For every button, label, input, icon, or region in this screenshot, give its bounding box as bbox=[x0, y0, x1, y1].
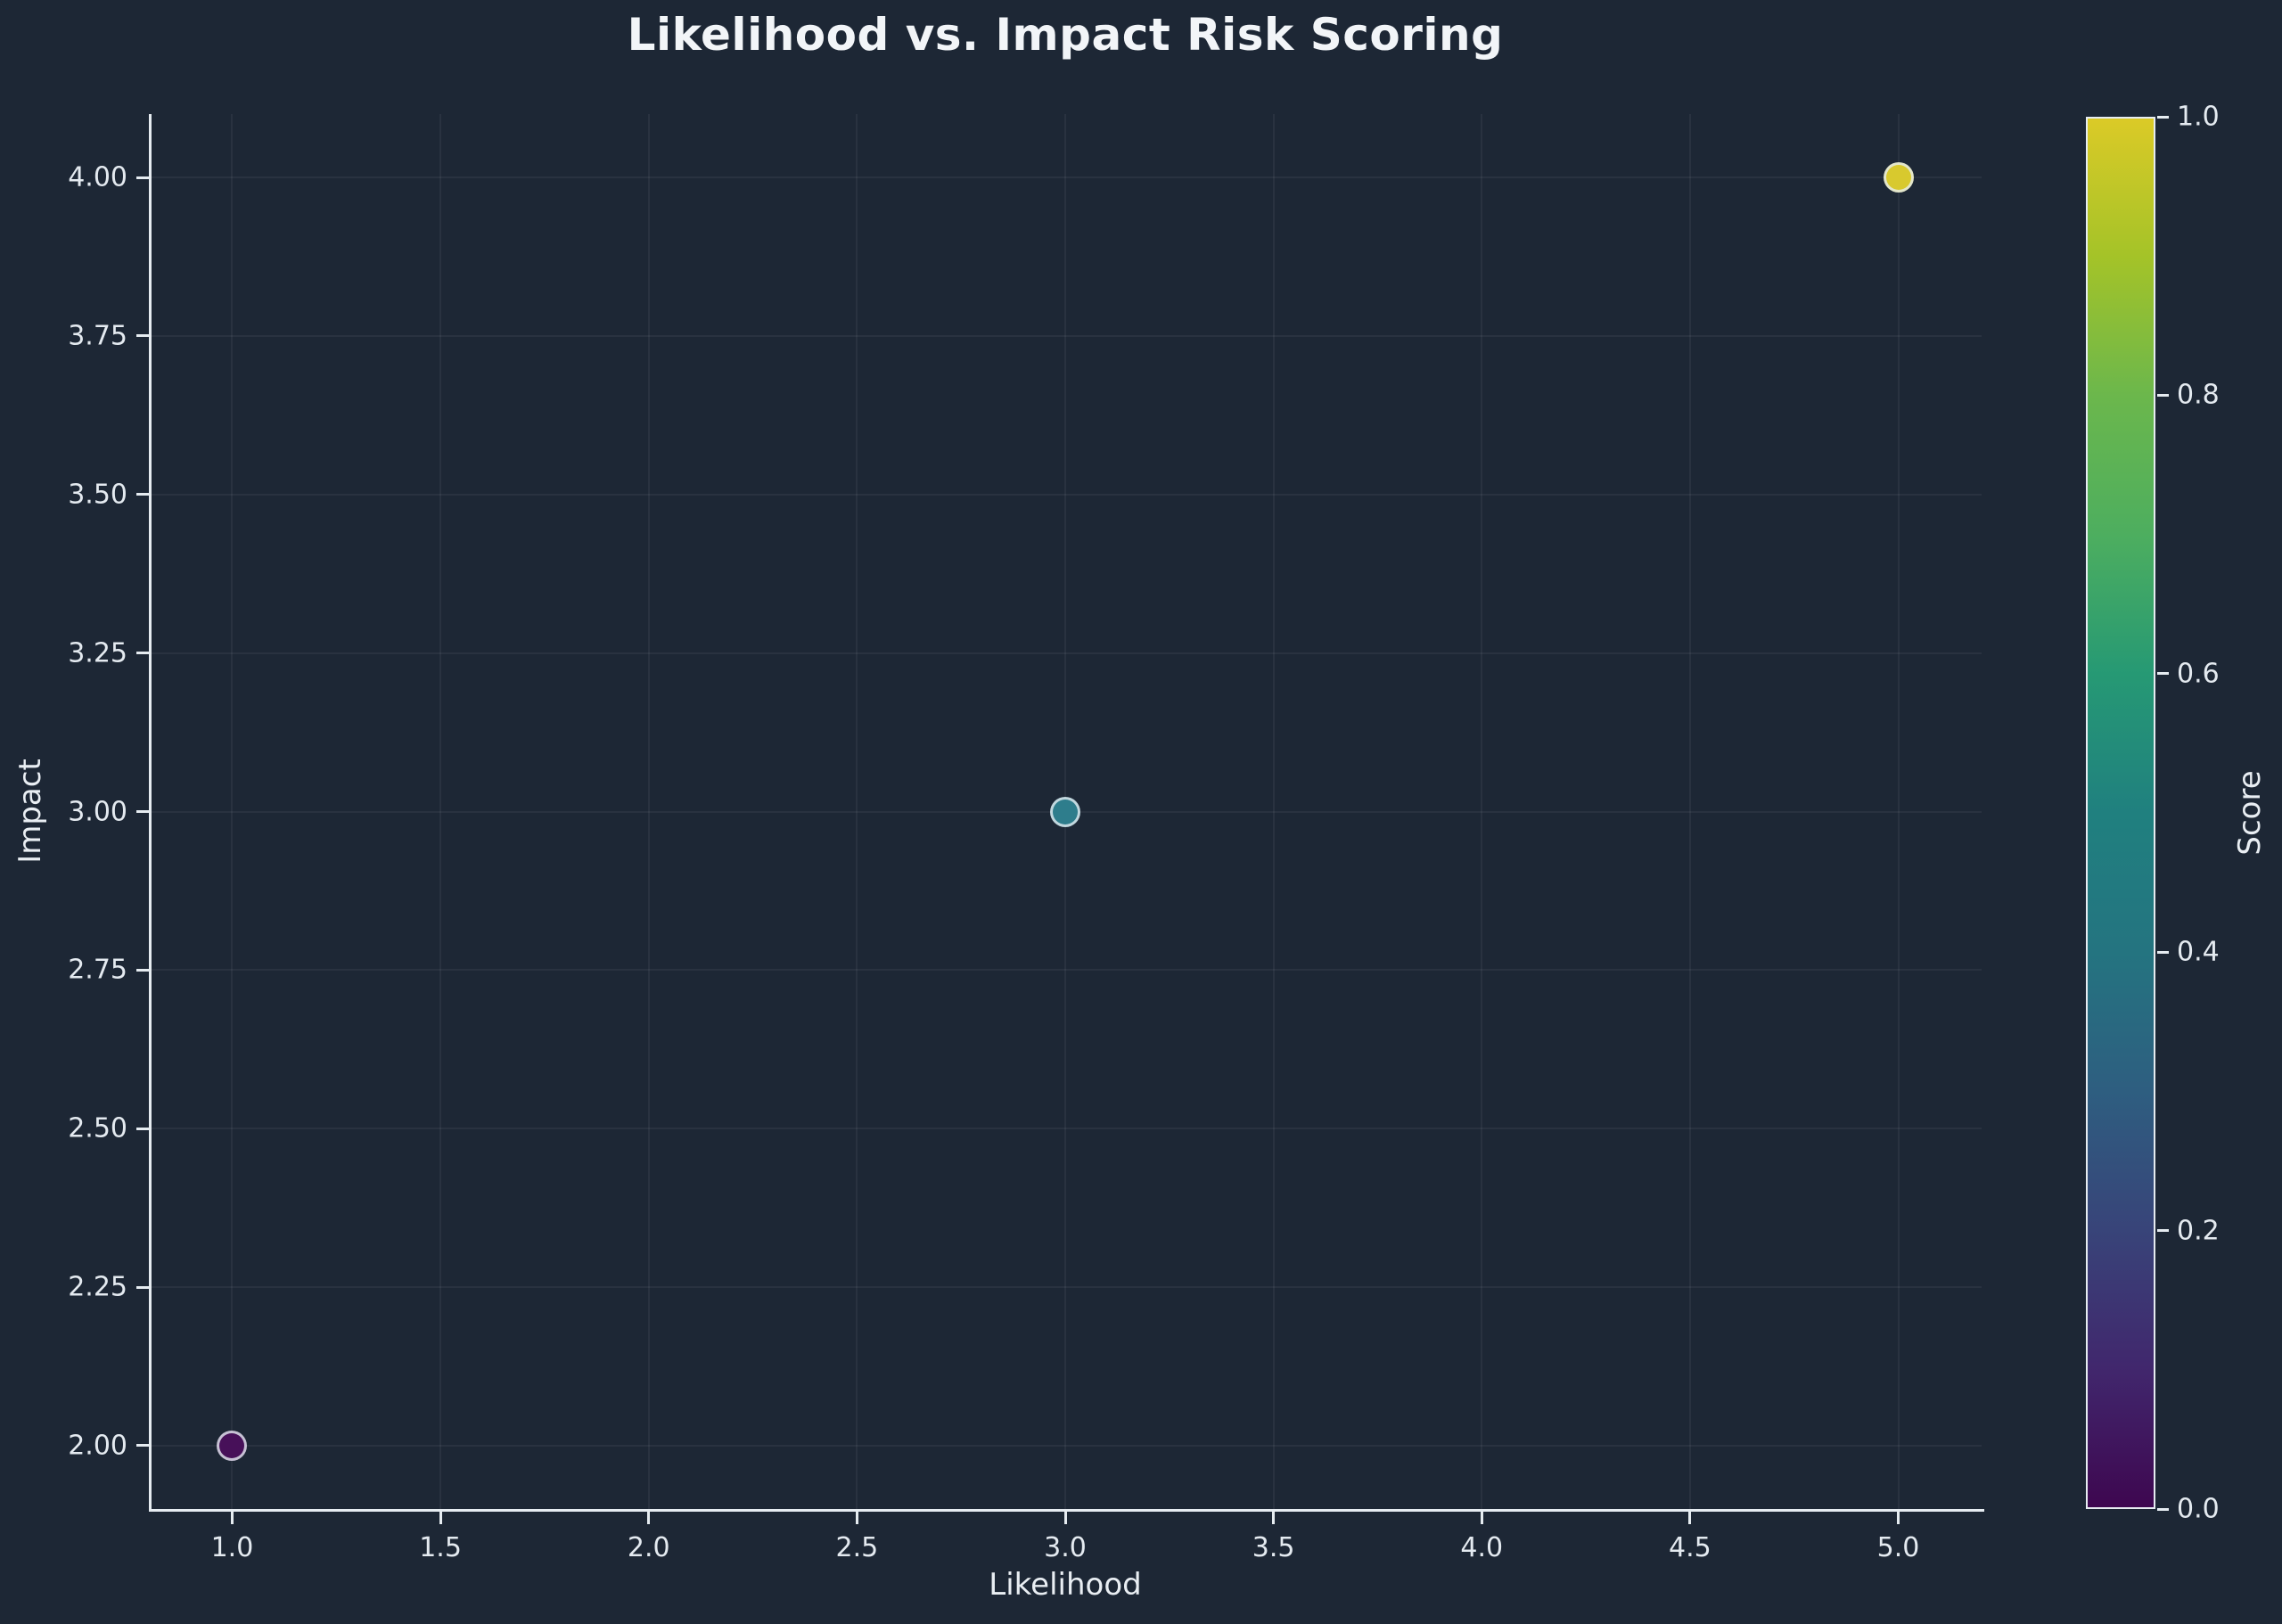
x-axis-label: Likelihood bbox=[989, 1567, 1142, 1603]
x-tick-mark bbox=[230, 1512, 234, 1524]
colorbar-tick-mark bbox=[2157, 115, 2169, 119]
y-tick-mark bbox=[136, 1444, 149, 1448]
y-gridline bbox=[149, 969, 1982, 972]
y-tick-label: 2.75 bbox=[68, 954, 127, 986]
y-gridline bbox=[149, 1444, 1982, 1447]
colorbar-label: Score bbox=[2232, 770, 2268, 856]
y-tick-label: 3.75 bbox=[68, 320, 127, 352]
y-tick-mark bbox=[136, 652, 149, 655]
x-tick-label: 1.5 bbox=[419, 1532, 462, 1563]
x-tick-mark bbox=[439, 1512, 442, 1524]
colorbar-tick-label: 0.2 bbox=[2177, 1215, 2220, 1247]
x-tick-label: 4.0 bbox=[1460, 1532, 1504, 1563]
y-gridline bbox=[149, 334, 1982, 337]
y-tick-mark bbox=[136, 968, 149, 972]
colorbar-tick-mark bbox=[2157, 950, 2169, 954]
x-gridline bbox=[1481, 114, 1483, 1509]
x-tick-label: 2.0 bbox=[627, 1532, 670, 1563]
colorbar-tick-mark bbox=[2157, 1507, 2169, 1511]
colorbar-tick-label: 0.8 bbox=[2177, 379, 2220, 411]
colorbar-tick-label: 0.0 bbox=[2177, 1493, 2220, 1525]
y-tick-label: 2.50 bbox=[68, 1112, 127, 1144]
y-gridline bbox=[149, 1286, 1982, 1289]
y-tick-mark bbox=[136, 1127, 149, 1130]
x-gridline bbox=[1272, 114, 1275, 1509]
x-tick-label: 4.5 bbox=[1669, 1532, 1712, 1563]
x-tick-label: 2.5 bbox=[835, 1532, 879, 1563]
x-gridline bbox=[439, 114, 442, 1509]
y-tick-mark bbox=[136, 1285, 149, 1289]
x-tick-mark bbox=[855, 1512, 858, 1524]
y-tick-label: 3.50 bbox=[68, 479, 127, 511]
y-tick-label: 2.25 bbox=[68, 1271, 127, 1303]
y-axis-label: Impact bbox=[12, 759, 48, 864]
x-tick-label: 3.0 bbox=[1044, 1532, 1087, 1563]
x-tick-label: 5.0 bbox=[1876, 1532, 1920, 1563]
colorbar-tick-mark bbox=[2157, 1229, 2169, 1233]
x-tick-mark bbox=[647, 1512, 651, 1524]
y-tick-label: 4.00 bbox=[68, 161, 127, 193]
y-tick-label: 3.25 bbox=[68, 637, 127, 669]
x-gridline bbox=[231, 114, 234, 1509]
x-tick-mark bbox=[1897, 1512, 1900, 1524]
colorbar-tick-mark bbox=[2157, 393, 2169, 397]
y-tick-mark bbox=[136, 176, 149, 179]
x-gridline bbox=[1897, 114, 1900, 1509]
x-tick-mark bbox=[1063, 1512, 1067, 1524]
x-gridline bbox=[856, 114, 858, 1509]
y-tick-mark bbox=[136, 810, 149, 813]
x-tick-label: 1.0 bbox=[210, 1532, 254, 1563]
y-gridline bbox=[149, 652, 1982, 654]
scatter-point bbox=[1883, 162, 1914, 193]
x-tick-label: 3.5 bbox=[1252, 1532, 1295, 1563]
y-gridline bbox=[149, 176, 1982, 179]
colorbar-tick-label: 0.6 bbox=[2177, 658, 2220, 690]
y-tick-mark bbox=[136, 334, 149, 338]
y-tick-mark bbox=[136, 493, 149, 496]
x-gridline bbox=[1688, 114, 1691, 1509]
x-gridline bbox=[647, 114, 650, 1509]
colorbar-tick-mark bbox=[2157, 672, 2169, 676]
scatter-point bbox=[217, 1430, 248, 1461]
y-gridline bbox=[149, 1128, 1982, 1130]
colorbar bbox=[2086, 117, 2155, 1509]
colorbar-tick-label: 0.4 bbox=[2177, 936, 2220, 968]
x-tick-mark bbox=[1272, 1512, 1276, 1524]
y-gridline bbox=[149, 493, 1982, 496]
x-tick-mark bbox=[1688, 1512, 1692, 1524]
scatter-point bbox=[1050, 796, 1080, 827]
y-tick-label: 3.00 bbox=[68, 796, 127, 827]
plot-area bbox=[149, 114, 1984, 1512]
colorbar-tick-label: 1.0 bbox=[2177, 101, 2220, 133]
x-tick-mark bbox=[1480, 1512, 1483, 1524]
y-tick-label: 2.00 bbox=[68, 1430, 127, 1462]
chart-title: Likelihood vs. Impact Risk Scoring bbox=[627, 9, 1504, 61]
